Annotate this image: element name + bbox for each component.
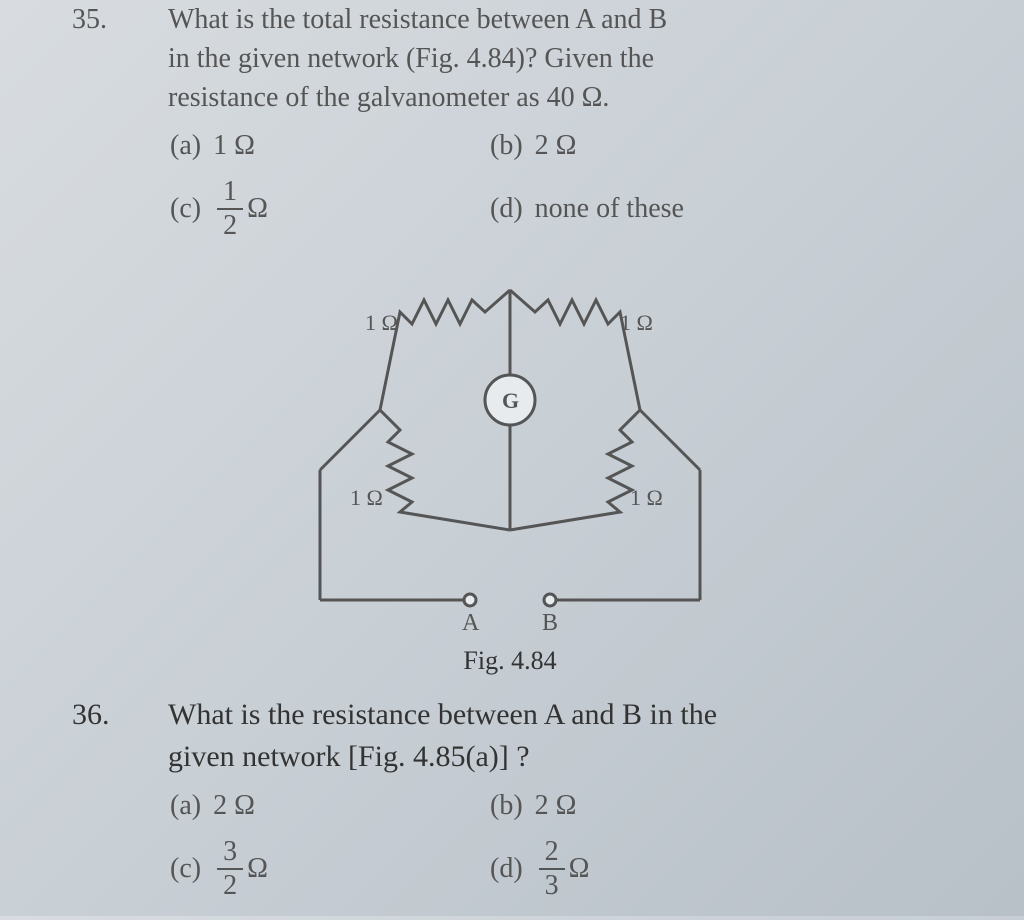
q36-text: 36.What is the resistance between A and … (120, 694, 960, 778)
fraction: 1 2 (217, 178, 243, 240)
q35-number: 35. (120, 0, 168, 39)
option-value: 2 Ω (213, 790, 255, 822)
q36-number: 36. (120, 694, 168, 736)
circuit-diagram: 1 Ω 1 Ω 1 Ω 1 Ω G A B (250, 260, 770, 640)
fraction-denominator: 3 (539, 870, 565, 900)
question-36: 36.What is the resistance between A and … (60, 694, 960, 900)
option-value: 1 Ω (213, 130, 255, 162)
option-value: 2 Ω (535, 790, 577, 822)
fraction-denominator: 2 (217, 210, 243, 240)
q35-options: (a) 1 Ω (b) 2 Ω (c) 1 2 Ω (170, 130, 960, 240)
q36-options: (a) 2 Ω (b) 2 Ω (c) 3 2 Ω (170, 790, 960, 900)
option-label: (a) (170, 130, 201, 162)
question-35: 35.What is the total resistance between … (60, 0, 960, 240)
q35-option-b: (b) 2 Ω (490, 130, 750, 162)
fraction: 2 3 (539, 838, 565, 900)
fraction-numerator: 2 (539, 838, 565, 870)
page: 35.What is the total resistance between … (60, 0, 960, 920)
galvanometer-label: G (502, 388, 519, 413)
q35-option-a: (a) 1 Ω (170, 130, 430, 162)
q35-line1: What is the total resistance between A a… (168, 4, 667, 35)
fraction-denominator: 2 (217, 870, 243, 900)
option-label: (c) (170, 193, 201, 225)
option-value: 2 Ω (535, 130, 577, 162)
q36-line1: What is the resistance between A and B i… (168, 698, 717, 731)
resistor-label-tr: 1 Ω (620, 310, 653, 335)
fraction-numerator: 1 (217, 178, 243, 210)
figure-4-84: 1 Ω 1 Ω 1 Ω 1 Ω G A B Fig. 4.84 (250, 260, 770, 676)
figure-caption: Fig. 4.84 (463, 646, 556, 676)
terminal-a-label: A (462, 610, 480, 636)
q35-text: 35.What is the total resistance between … (120, 0, 960, 118)
option-value: none of these (535, 193, 684, 225)
terminal-b-label: B (542, 610, 558, 636)
q35-option-d: (d) none of these (490, 178, 750, 240)
option-label: (d) (490, 193, 523, 225)
q36-line2: given network [Fig. 4.85(a)] ? (168, 740, 530, 773)
option-unit: Ω (569, 853, 590, 885)
resistor-label-tl: 1 Ω (365, 310, 398, 335)
option-unit: Ω (247, 853, 268, 885)
option-label: (a) (170, 790, 201, 822)
q36-option-c: (c) 3 2 Ω (170, 838, 430, 900)
option-unit: Ω (247, 193, 268, 225)
option-label: (b) (490, 790, 523, 822)
fraction: 3 2 (217, 838, 243, 900)
resistor-label-bl: 1 Ω (350, 485, 383, 510)
q36-option-b: (b) 2 Ω (490, 790, 750, 822)
q36-option-d: (d) 2 3 Ω (490, 838, 750, 900)
option-label: (b) (490, 130, 523, 162)
q35-line3: resistance of the galvanometer as 40 Ω. (168, 82, 609, 113)
q35-option-c: (c) 1 2 Ω (170, 178, 430, 240)
q36-option-a: (a) 2 Ω (170, 790, 430, 822)
resistor-label-br: 1 Ω (630, 485, 663, 510)
option-label: (d) (490, 853, 523, 885)
fraction-numerator: 3 (217, 838, 243, 870)
option-label: (c) (170, 853, 201, 885)
q35-line2: in the given network (Fig. 4.84)? Given … (168, 43, 654, 74)
